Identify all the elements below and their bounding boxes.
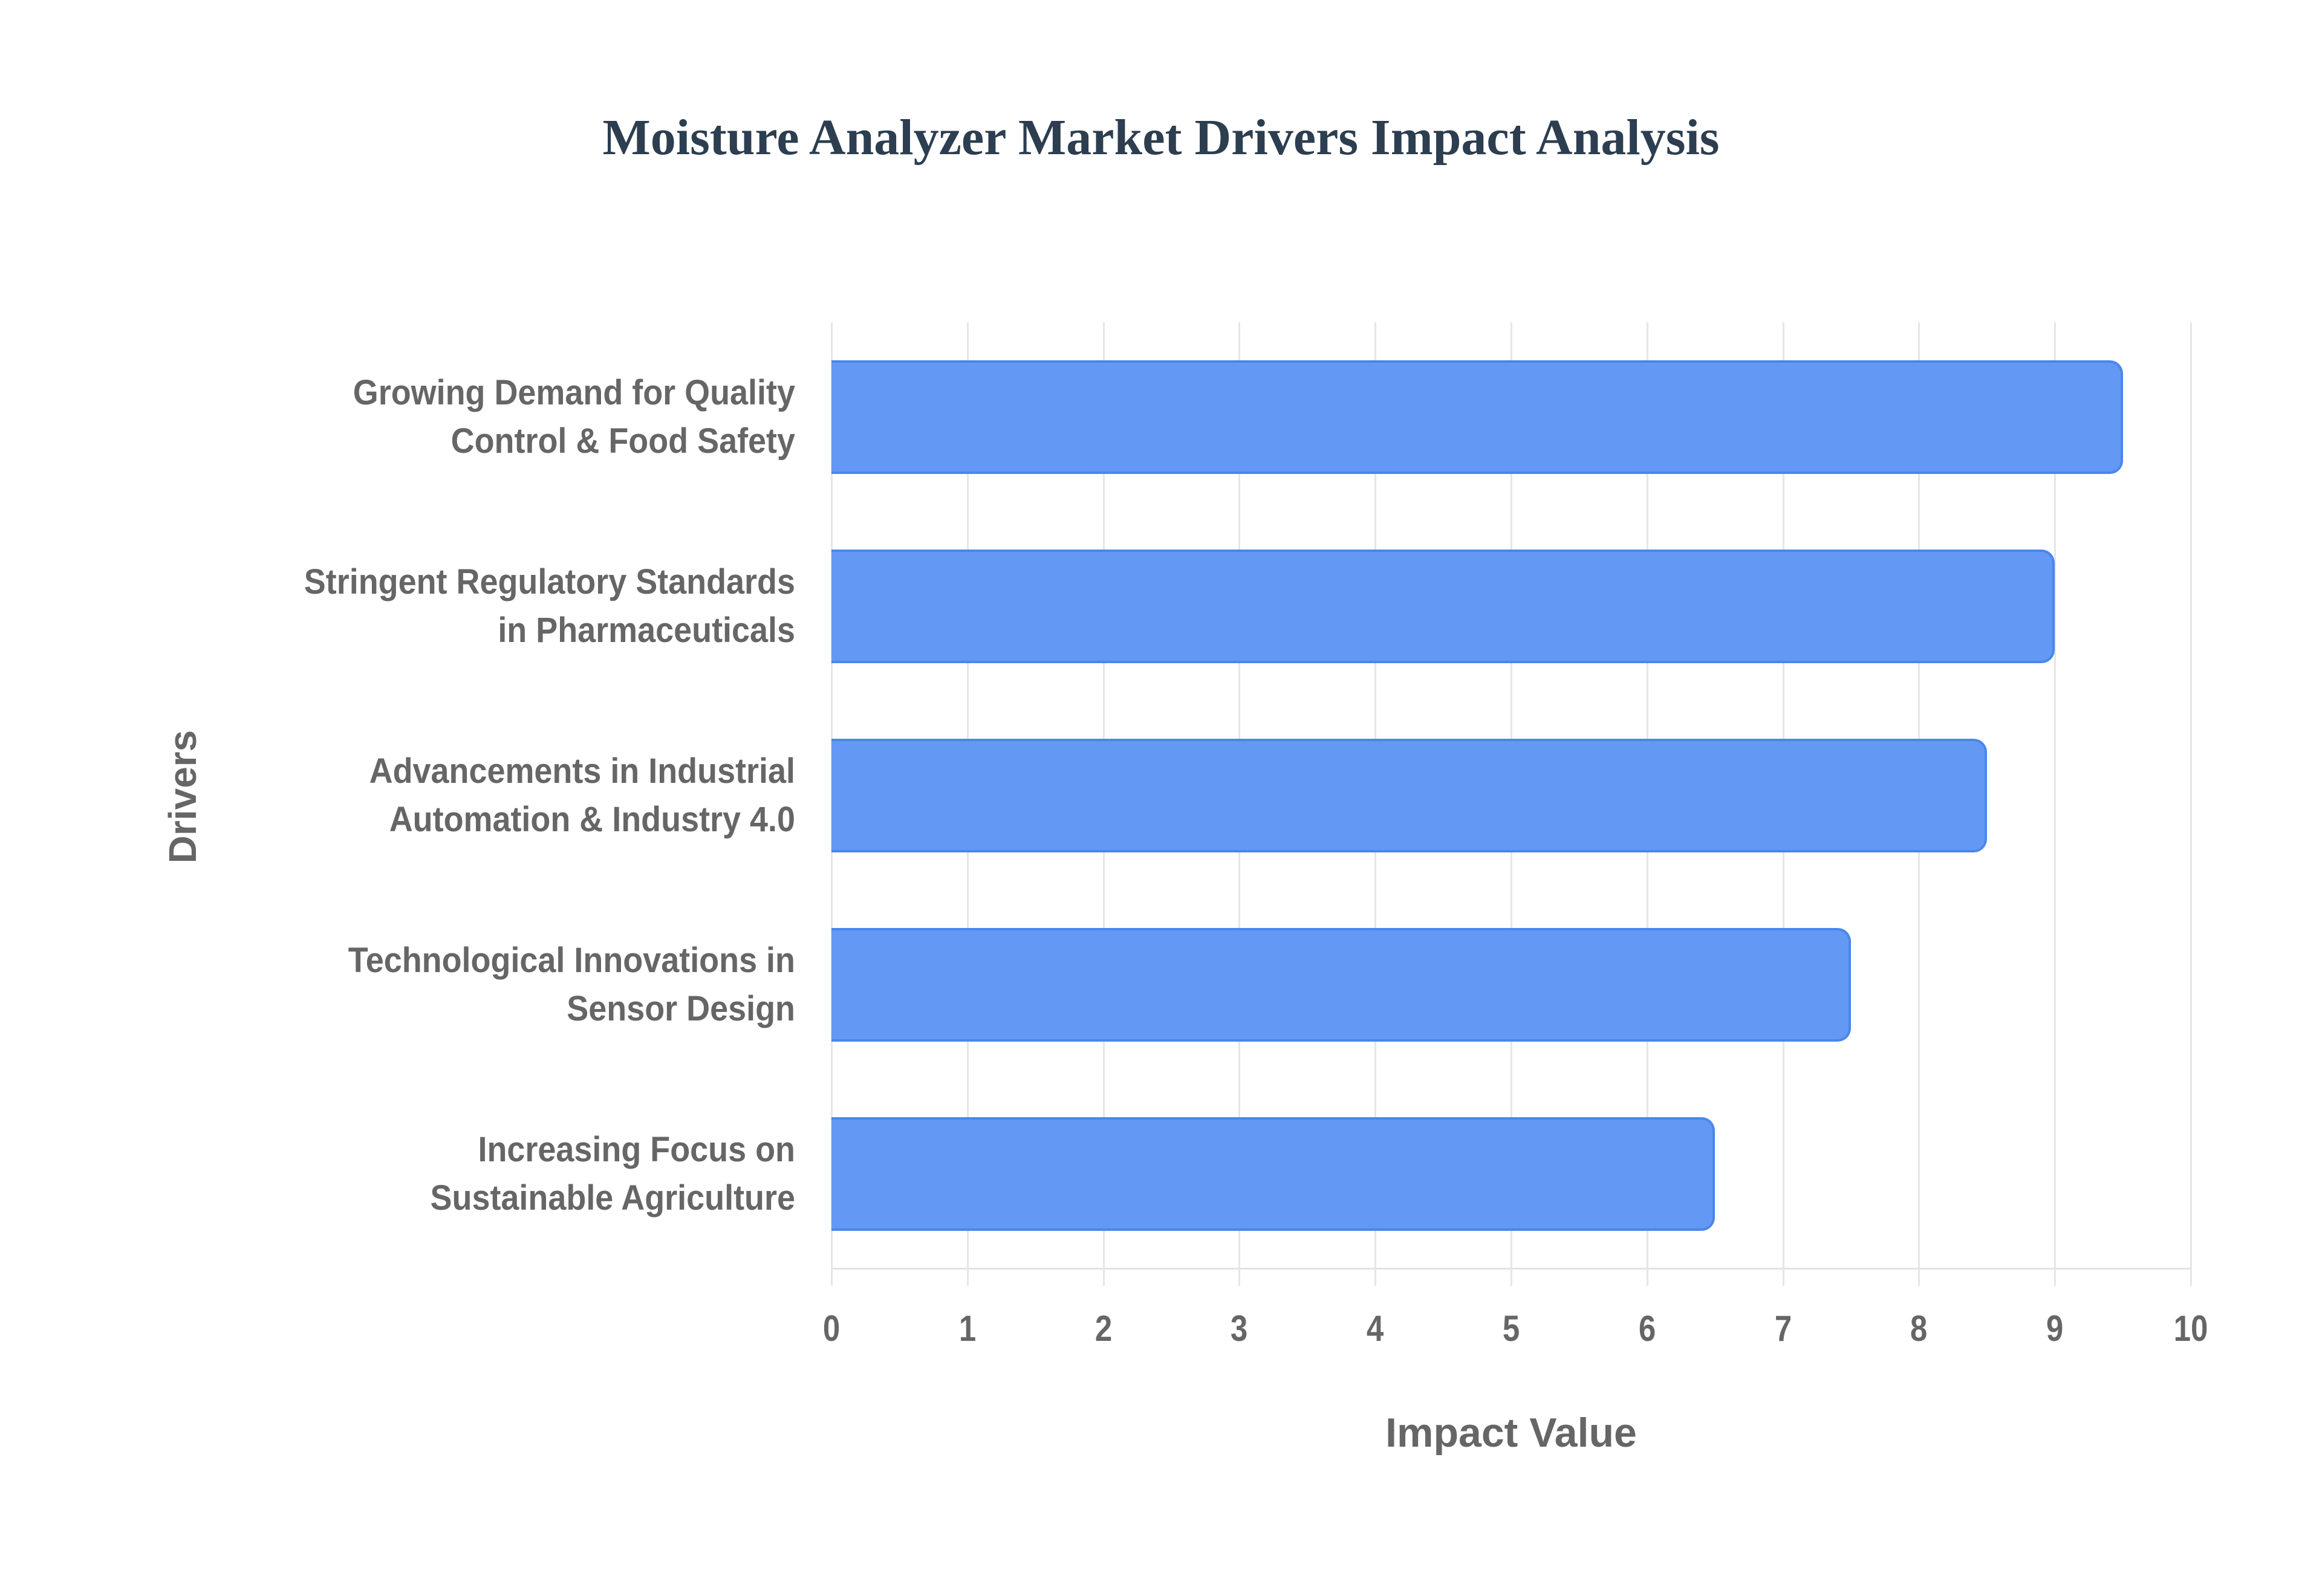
plot-area [831,322,2192,1286]
y-category-label-line1: Growing Demand for Quality [353,372,795,412]
y-category-label-line2: in Pharmaceuticals [498,610,795,650]
x-tick-label: 1 [958,1308,976,1349]
bar[interactable] [831,739,1987,852]
bar[interactable] [831,360,2123,474]
x-tick-label: 10 [2173,1308,2208,1349]
y-category-label: Advancements in Industrial Automation & I… [233,747,795,844]
x-tick-label: 3 [1231,1308,1248,1349]
y-category-label-line1: Stringent Regulatory Standards [304,562,796,602]
y-category-label-line1: Technological Innovations in [348,941,795,981]
y-category-label-line1: Advancements in Industrial [369,751,795,791]
bar[interactable] [831,1117,1715,1231]
y-axis-title: Drivers [161,730,204,864]
x-tick-label: 8 [1910,1308,1928,1349]
y-category-label: Growing Demand for Quality Control & Food… [233,369,795,465]
x-tick-label: 7 [1774,1308,1792,1349]
bar[interactable] [831,549,2055,663]
x-axis-title: Impact Value [1385,1410,1637,1456]
y-category-label: Increasing Focus on Sustainable Agricultu… [233,1126,795,1222]
chart-title: Moisture Analyzer Market Drivers Impact … [602,109,1720,166]
x-tick-label: 4 [1367,1308,1384,1349]
x-tick-label: 9 [2046,1308,2064,1349]
y-category-label: Technological Innovations in Sensor Desig… [233,936,795,1033]
y-category-label-line2: Sensor Design [567,989,795,1029]
x-tick-label: 2 [1094,1308,1112,1349]
x-tick-label: 5 [1502,1308,1520,1349]
y-category-label-line2: Sustainable Agriculture [430,1178,795,1218]
y-category-label-line2: Automation & Industry 4.0 [389,800,795,839]
bar[interactable] [831,928,1851,1042]
y-category-label-line2: Control & Food Safety [450,421,795,461]
x-tick-label: 6 [1638,1308,1656,1349]
gridline [2190,322,2192,1286]
gridline [2054,322,2057,1286]
x-tick-label: 0 [822,1308,841,1349]
y-category-label-line1: Increasing Focus on [478,1130,795,1170]
y-category-label: Stringent Regulatory Standards in Pharmac… [233,558,795,655]
